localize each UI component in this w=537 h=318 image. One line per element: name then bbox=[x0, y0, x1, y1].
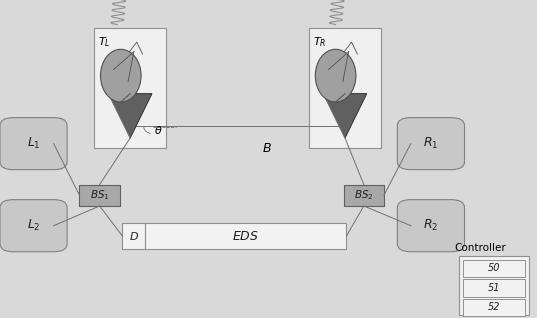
Text: $\theta$: $\theta$ bbox=[154, 124, 163, 136]
Bar bbox=[463, 299, 525, 316]
Text: $R_1$: $R_1$ bbox=[423, 136, 439, 151]
Bar bbox=[344, 184, 384, 206]
FancyBboxPatch shape bbox=[0, 118, 67, 170]
Polygon shape bbox=[108, 93, 152, 138]
Text: $R_2$: $R_2$ bbox=[423, 218, 439, 233]
Polygon shape bbox=[323, 93, 367, 138]
Text: Controller: Controller bbox=[455, 243, 506, 253]
Text: $BS_1$: $BS_1$ bbox=[90, 188, 110, 202]
Bar bbox=[459, 257, 529, 315]
FancyBboxPatch shape bbox=[0, 200, 67, 252]
Bar bbox=[463, 259, 525, 277]
Bar bbox=[79, 184, 120, 206]
Ellipse shape bbox=[100, 49, 141, 102]
Bar bbox=[145, 223, 346, 249]
Text: $BS_2$: $BS_2$ bbox=[354, 188, 374, 202]
Bar bbox=[309, 28, 381, 148]
Ellipse shape bbox=[315, 49, 356, 102]
Text: $B$: $B$ bbox=[262, 142, 272, 155]
Text: $D$: $D$ bbox=[129, 230, 139, 242]
Text: $EDS$: $EDS$ bbox=[232, 230, 259, 243]
Bar bbox=[463, 279, 525, 297]
Text: $L_2$: $L_2$ bbox=[27, 218, 40, 233]
Bar bbox=[94, 28, 166, 148]
Text: $T_L$: $T_L$ bbox=[98, 36, 111, 49]
Text: 52: 52 bbox=[488, 302, 500, 312]
FancyBboxPatch shape bbox=[397, 200, 465, 252]
Bar bbox=[122, 223, 145, 249]
FancyBboxPatch shape bbox=[397, 118, 465, 170]
Text: 50: 50 bbox=[488, 263, 500, 273]
Text: $L_1$: $L_1$ bbox=[27, 136, 40, 151]
Text: 51: 51 bbox=[488, 283, 500, 293]
Text: $T_R$: $T_R$ bbox=[313, 36, 326, 49]
